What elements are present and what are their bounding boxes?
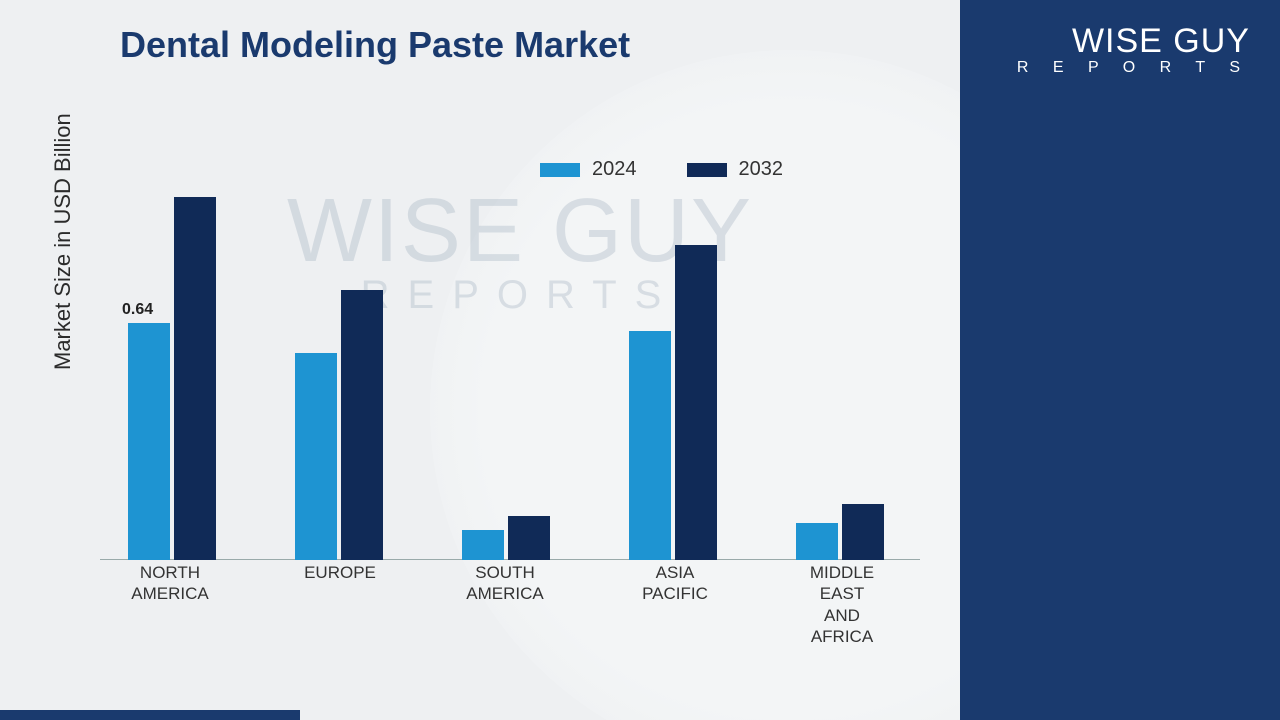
bar-2032-ap <box>675 245 717 560</box>
bar-value-2024-na: 0.64 <box>122 301 153 319</box>
bar-2032-eu <box>341 290 383 560</box>
stage: WISE GUY R E P O R T S Dental Modeling P… <box>0 0 1280 720</box>
legend-item-2032: 2032 <box>687 158 784 181</box>
bar-2032-mea <box>842 504 884 560</box>
bar-group-ap <box>629 245 717 560</box>
x-label-mea: MIDDLEEASTANDAFRICA <box>772 562 912 647</box>
legend-swatch-2024 <box>540 163 580 177</box>
x-label-sa: SOUTHAMERICA <box>435 562 575 605</box>
bar-2032-sa <box>508 516 550 560</box>
x-label-ap: ASIAPACIFIC <box>600 562 750 605</box>
bar-group-sa <box>462 516 550 560</box>
legend-label-2032: 2032 <box>739 158 784 181</box>
brand-name: WISE GUY <box>990 22 1250 61</box>
plot-area: 0.64 <box>100 190 920 560</box>
bar-group-na <box>128 197 216 560</box>
brand-sidebar <box>960 0 1280 720</box>
bar-2024-sa <box>462 530 504 560</box>
x-label-na: NORTHAMERICA <box>100 562 240 605</box>
bar-2024-na <box>128 323 170 560</box>
bar-2024-ap <box>629 331 671 560</box>
bar-2032-na <box>174 197 216 560</box>
x-label-eu: EUROPE <box>270 562 410 583</box>
y-axis-label: Market Size in USD Billion <box>50 113 76 370</box>
legend-swatch-2032 <box>687 163 727 177</box>
brand-block: WISE GUY R E P O R T S <box>990 22 1250 77</box>
legend-label-2024: 2024 <box>592 158 637 181</box>
x-axis-labels: NORTHAMERICA EUROPE SOUTHAMERICA ASIAPACIFI… <box>100 562 920 702</box>
legend: 2024 2032 <box>540 158 783 181</box>
footer-accent-bar <box>0 710 300 720</box>
bar-group-eu <box>295 290 383 560</box>
bar-2024-mea <box>796 523 838 560</box>
chart-title: Dental Modeling Paste Market <box>120 24 630 66</box>
bar-group-mea <box>796 504 884 560</box>
legend-item-2024: 2024 <box>540 158 637 181</box>
bar-2024-eu <box>295 353 337 560</box>
brand-subtitle: R E P O R T S <box>990 59 1250 77</box>
